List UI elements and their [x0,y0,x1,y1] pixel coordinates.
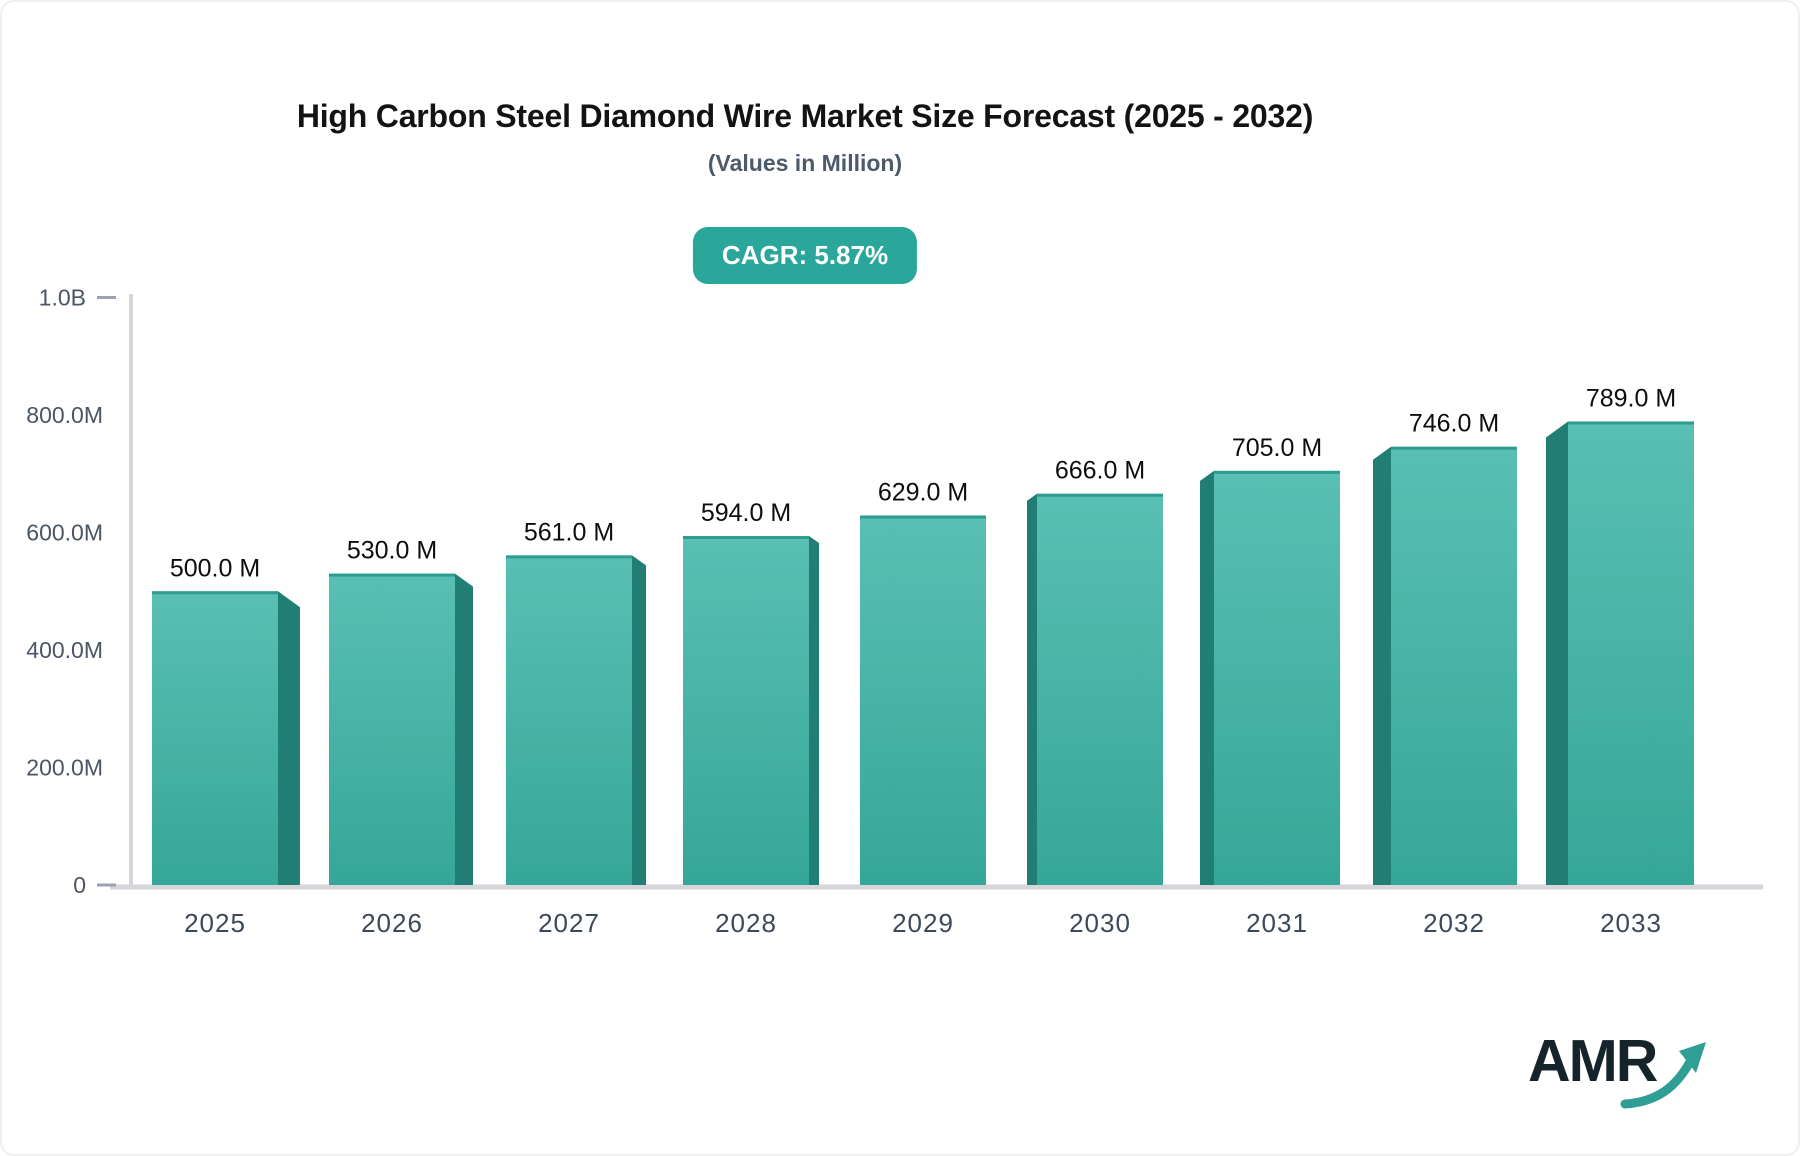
bar-side-face [1200,470,1214,885]
y-axis-tick-label: 800.0M [26,402,103,428]
chart-title: High Carbon Steel Diamond Wire Market Si… [296,98,1314,134]
bar-value-label: 789.0 M [1586,384,1676,412]
bar-side-face [632,555,646,885]
bar-side-face [809,536,819,885]
cagr-badge: CAGR: 5.87% [692,227,918,284]
bar-side-face [1373,446,1391,885]
bar-2028[interactable]: 594.0 M 2028 [683,499,819,938]
bar-front-face [1391,446,1517,885]
bar-value-label: 500.0 M [170,554,260,582]
bar-2033[interactable]: 789.0 M 2033 [1546,384,1694,938]
x-axis-category-label: 2029 [892,908,954,938]
x-axis-category-label: 2028 [715,908,777,938]
bar-value-label: 705.0 M [1232,434,1322,462]
bar-side-face [1546,421,1568,885]
bar-front-face [1037,493,1163,885]
bar-value-label: 530.0 M [347,537,437,565]
y-axis-tick-label: 1.0B [39,285,86,311]
bar-2025[interactable]: 500.0 M 2025 [152,554,300,938]
bar-value-label: 561.0 M [524,518,614,546]
bar-front-face [683,536,809,885]
bar-2030[interactable]: 666.0 M 2030 [1027,457,1163,938]
bar-2032[interactable]: 746.0 M 2032 [1373,410,1517,938]
y-axis-tick-label: 200.0M [26,755,103,781]
bar-side-face [455,573,473,885]
bar-front-face [860,515,986,885]
bar-2029[interactable]: 629.0 M 2029 [860,478,986,938]
amr-logo-arrow-icon [1620,1042,1706,1109]
bar-front-face [506,555,632,885]
x-axis-category-label: 2027 [538,908,600,938]
bar-front-face [1568,421,1694,885]
x-axis-category-label: 2026 [361,908,423,938]
bar-side-face [278,591,300,885]
amr-logo-text: AMR [1528,1028,1658,1094]
x-axis-category-label: 2032 [1423,908,1485,938]
bar-value-label: 666.0 M [1055,457,1145,485]
bar-value-label: 746.0 M [1409,410,1499,438]
bar-front-face [152,591,278,885]
bar-value-label: 629.0 M [878,478,968,506]
x-axis-category-label: 2033 [1600,908,1662,938]
chart-subtitle: (Values in Million) [707,150,903,176]
x-axis-category-label: 2031 [1246,908,1308,938]
bar-2027[interactable]: 561.0 M 2027 [506,518,646,938]
bar-2026[interactable]: 530.0 M 2026 [329,537,473,938]
y-axis-tick-label: 400.0M [26,637,103,663]
y-axis-tick-label: 0 [73,872,86,898]
bar-front-face [1214,470,1340,885]
x-axis-category-label: 2025 [184,908,246,938]
chart-content: High Carbon Steel Diamond Wire Market Si… [296,98,1314,284]
x-axis-category-label: 2030 [1069,908,1131,938]
bar-2031[interactable]: 705.0 M 2031 [1200,434,1340,938]
y-axis-tick-label: 600.0M [26,520,103,546]
bar-side-face [1027,493,1037,885]
bar-front-face [329,573,455,885]
amr-logo: AMR [1528,1032,1718,1118]
bar-value-label: 594.0 M [701,499,791,527]
